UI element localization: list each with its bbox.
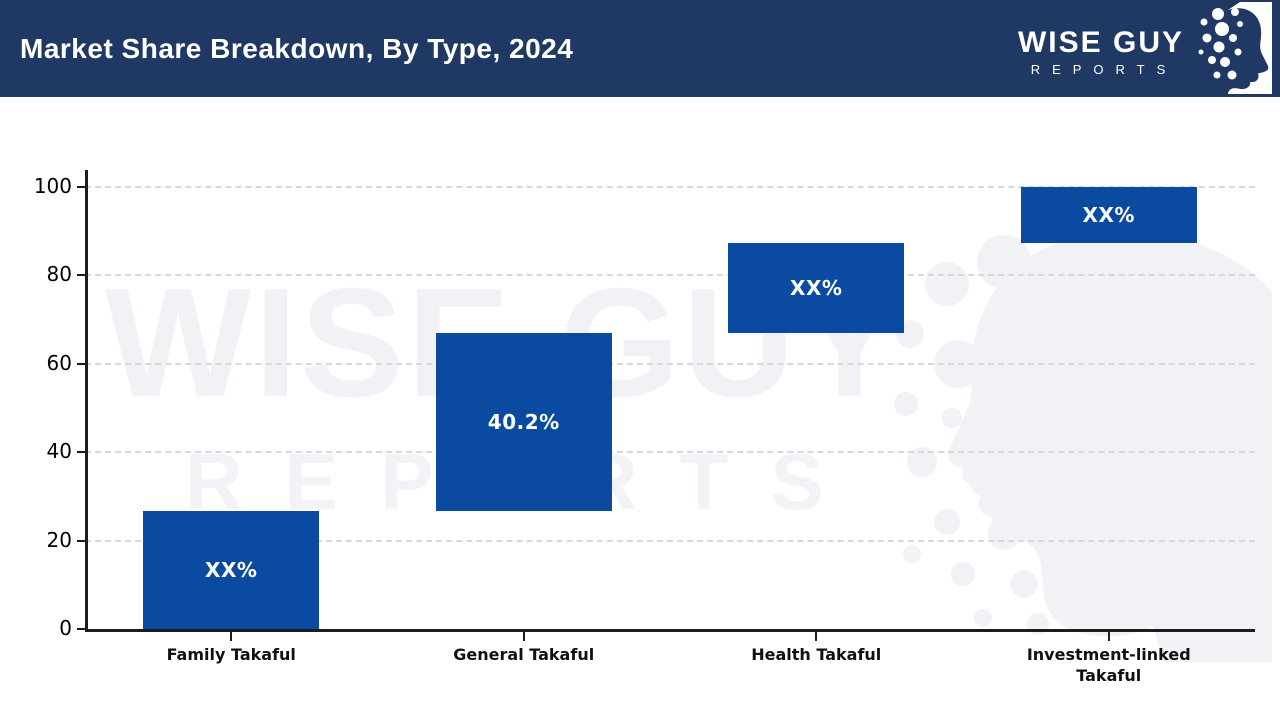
bar-3: XX% [1020,187,1197,244]
y-tick-60 [77,362,85,365]
y-tick-20 [77,539,85,542]
gridline-80 [85,274,1255,277]
x-tick-3 [1107,632,1110,641]
y-tick-label-0: 0 [59,616,72,640]
x-tick-2 [815,632,818,641]
x-axis-label-3: Investment-linked Takaful [1026,645,1191,685]
x-axis-label-0: Family Takaful [166,645,296,664]
brand-logo: WISE GUY REPORTS [1018,0,1272,97]
brand-face-icon [1198,1,1272,94]
y-tick-80 [77,274,85,277]
gridline-20 [85,539,1255,542]
gridline-60 [85,362,1255,365]
x-axis-label-1: General Takaful [453,645,595,664]
brand-subtitle: REPORTS [1030,61,1178,77]
x-axis-line [85,629,1255,632]
gridline-100 [85,186,1255,188]
bar-1: 40.2% [435,332,612,511]
bar-value-label: XX% [790,275,843,300]
y-tick-label-100: 100 [33,174,72,198]
y-tick-label-40: 40 [46,439,72,464]
y-tick-0 [77,628,85,630]
y-tick-label-60: 60 [46,350,72,375]
bar-value-label: 40.2% [487,409,560,434]
y-tick-40 [77,451,85,454]
bar-value-label: XX% [205,557,258,582]
chart-title: Market Share Breakdown, By Type, 2024 [20,32,574,64]
watermark-face-icon [894,233,1272,662]
x-axis-label-2: Health Takaful [751,645,882,664]
brand-name: WISE GUY [1017,25,1184,59]
y-tick-label-20: 20 [46,527,72,552]
y-tick-label-80: 80 [46,262,72,287]
bar-value-label: XX% [1082,203,1135,228]
x-tick-0 [230,632,233,641]
x-tick-1 [522,632,525,641]
gridline-40 [85,451,1255,454]
header-bar: Market Share Breakdown, By Type, 2024 WI… [0,0,1280,97]
bar-2: XX% [728,243,905,333]
bar-0: XX% [143,510,320,629]
y-axis-line [85,170,88,632]
y-tick-100 [77,186,85,188]
brand-wordmark: WISE GUY REPORTS [1017,25,1184,77]
